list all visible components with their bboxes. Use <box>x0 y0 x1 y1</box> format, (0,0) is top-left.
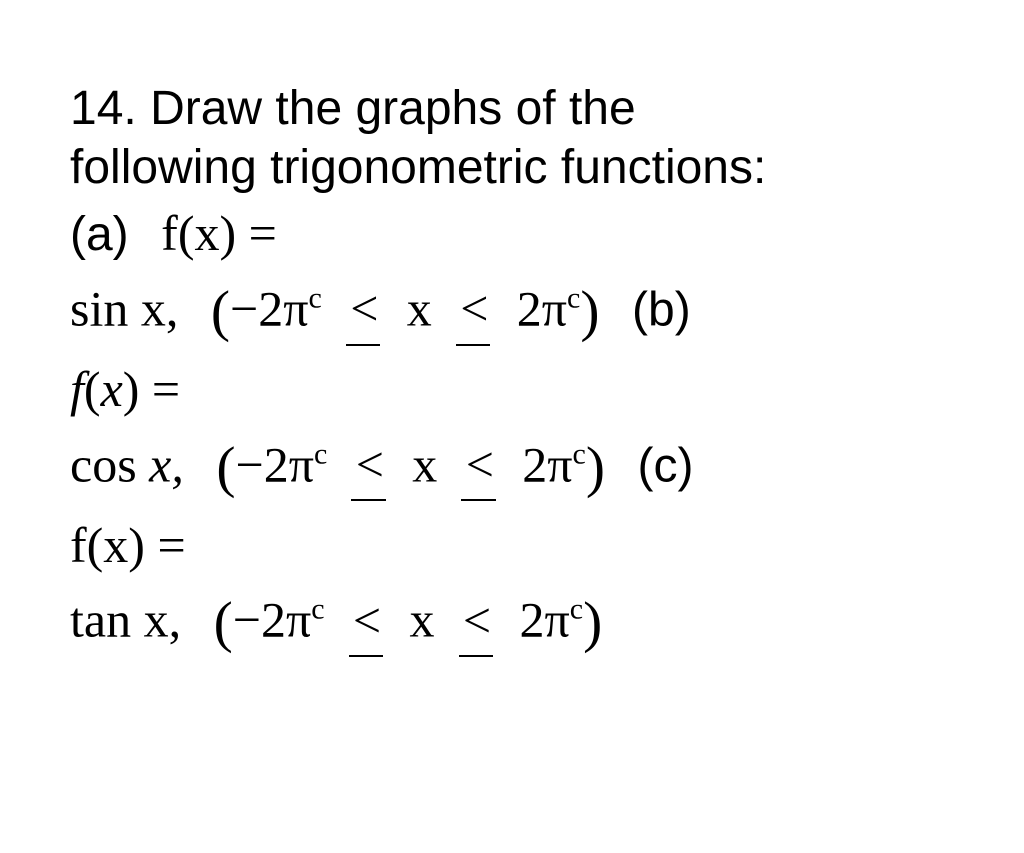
part-b-lhs-x: x <box>101 361 123 417</box>
sup-c: c <box>308 281 321 314</box>
part-c-lhs: f(x) = <box>70 517 186 573</box>
part-c-line2: tan x, (−2πc x 2πc) <box>70 581 954 664</box>
part-c-label: (c) <box>638 439 694 492</box>
part-a-fn: sin x, <box>70 280 178 336</box>
sup-c: c <box>570 593 583 626</box>
var-x: x <box>412 436 437 492</box>
twopi: 2π <box>517 280 567 336</box>
neg2pi: −2π <box>233 592 311 648</box>
var-x: x <box>410 592 435 648</box>
part-b-fn: cos <box>70 436 137 492</box>
part-b-label: (b) <box>632 283 691 336</box>
paren-open: ( <box>216 436 235 499</box>
le-icon <box>457 428 502 501</box>
le-icon <box>342 272 387 345</box>
twopi: 2π <box>520 592 570 648</box>
question-prompt: 14. Draw the graphs of the following tri… <box>70 80 954 197</box>
sup-c: c <box>567 281 580 314</box>
var-x: x <box>407 280 432 336</box>
part-a-label: (a) <box>70 208 129 261</box>
part-b-line2: cos x, (−2πc x 2πc) (c) <box>70 426 954 509</box>
neg2pi: −2π <box>236 436 314 492</box>
part-c-line1: f(x) = <box>70 509 954 582</box>
le-icon <box>455 584 500 657</box>
paren-open: ( <box>211 280 230 343</box>
neg2pi: −2π <box>230 280 308 336</box>
prompt-text-1: Draw the graphs of the <box>150 82 636 135</box>
part-a-line2: sin x, (−2πc x 2πc) (b) <box>70 270 954 353</box>
paren-open: ( <box>214 591 233 654</box>
prompt-text-2: following trigonometric functions: <box>70 141 766 194</box>
part-a-lhs: f(x) = <box>161 205 277 261</box>
paren-close: ) <box>586 436 605 499</box>
sup-c: c <box>311 593 324 626</box>
le-icon <box>347 428 392 501</box>
paren-close: ) <box>580 280 599 343</box>
part-a-line1: (a) f(x) = <box>70 197 954 270</box>
sup-c: c <box>573 437 586 470</box>
paren-close: ) <box>583 591 602 654</box>
part-b-fn-arg: x, <box>137 436 184 492</box>
part-b-lhs-f: f <box>70 361 84 417</box>
part-c-fn: tan x, <box>70 592 181 648</box>
part-b-line1: f(x) = <box>70 353 954 426</box>
sup-c: c <box>314 437 327 470</box>
le-icon <box>452 272 497 345</box>
page: 14. Draw the graphs of the following tri… <box>0 0 1024 665</box>
question-number: 14. <box>70 82 137 135</box>
twopi: 2π <box>522 436 572 492</box>
le-icon <box>345 584 390 657</box>
